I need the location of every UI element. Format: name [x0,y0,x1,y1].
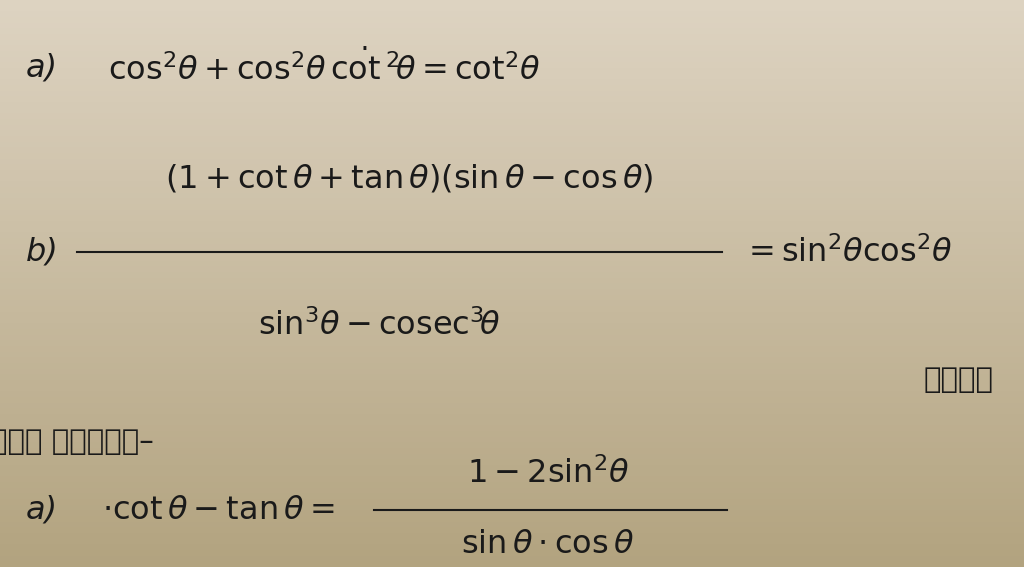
Text: a): a) [26,53,57,83]
Text: $\sin\theta\cdot\cos\theta$: $\sin\theta\cdot\cos\theta$ [461,529,635,560]
Text: $=\sin^2\!\theta\cos^2\!\theta$: $=\sin^2\!\theta\cos^2\!\theta$ [742,236,953,269]
Text: अथवा: अथवा [924,366,993,394]
Text: b): b) [26,237,58,268]
Text: $1 - 2\sin^2\!\theta$: $1 - 2\sin^2\!\theta$ [467,457,629,490]
Text: ब्ध कीजिए–: ब्ध कीजिए– [0,428,154,456]
Text: $(1 + \cot\theta + \tan\theta)(\sin\theta - \cos\theta)$: $(1 + \cot\theta + \tan\theta)(\sin\thet… [166,163,653,194]
Text: a): a) [26,495,57,526]
Text: $\cdot\cot\theta - \tan\theta = $: $\cdot\cot\theta - \tan\theta = $ [102,495,335,526]
Text: $\sin^3\!\theta - \mathrm{cosec}^3\!\theta$: $\sin^3\!\theta - \mathrm{cosec}^3\!\the… [258,310,500,342]
Text: $\cos^2\!\theta + \cos^2\!\theta\,\dot{\cot}^2\!\theta = \cot^2\!\theta$: $\cos^2\!\theta + \cos^2\!\theta\,\dot{\… [108,49,540,87]
